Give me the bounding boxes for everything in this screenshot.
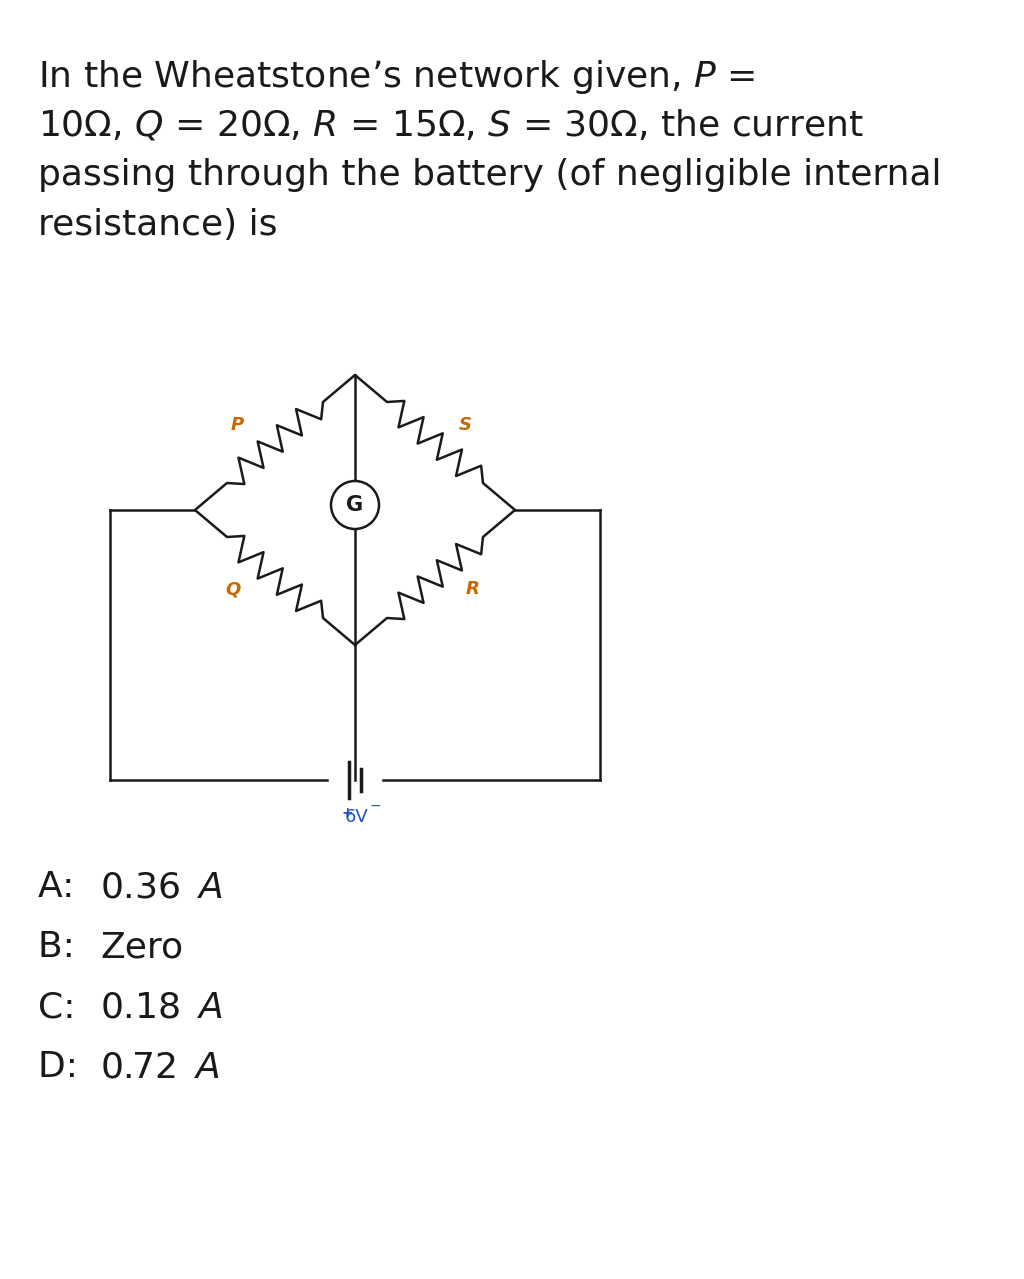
Text: Q: Q — [225, 581, 241, 599]
Text: resistance) is: resistance) is — [38, 208, 278, 242]
Text: R: R — [466, 581, 480, 599]
Text: P: P — [230, 416, 244, 434]
Text: passing through the battery (of negligible internal: passing through the battery (of negligib… — [38, 159, 941, 192]
Circle shape — [331, 481, 379, 530]
Text: S: S — [459, 416, 471, 434]
Text: 0.36 $A$: 0.36 $A$ — [100, 870, 222, 904]
Text: D:: D: — [38, 1050, 96, 1085]
Text: +: + — [341, 806, 353, 820]
Text: In the Wheatstone’s network given, $P$ =: In the Wheatstone’s network given, $P$ = — [38, 58, 756, 96]
Text: 0.72 $A$: 0.72 $A$ — [100, 1050, 220, 1085]
Text: B:: B: — [38, 930, 93, 964]
Text: C:: C: — [38, 990, 93, 1024]
Text: 0.18 $A$: 0.18 $A$ — [100, 990, 222, 1024]
Text: −: − — [370, 799, 381, 813]
Text: 6V: 6V — [345, 808, 369, 826]
Text: A:: A: — [38, 870, 92, 904]
Text: G: G — [346, 495, 364, 515]
Text: 10Ω, $Q$ = 20Ω, $R$ = 15Ω, $S$ = 30Ω, the current: 10Ω, $Q$ = 20Ω, $R$ = 15Ω, $S$ = 30Ω, th… — [38, 107, 864, 143]
Text: Zero: Zero — [100, 930, 183, 964]
